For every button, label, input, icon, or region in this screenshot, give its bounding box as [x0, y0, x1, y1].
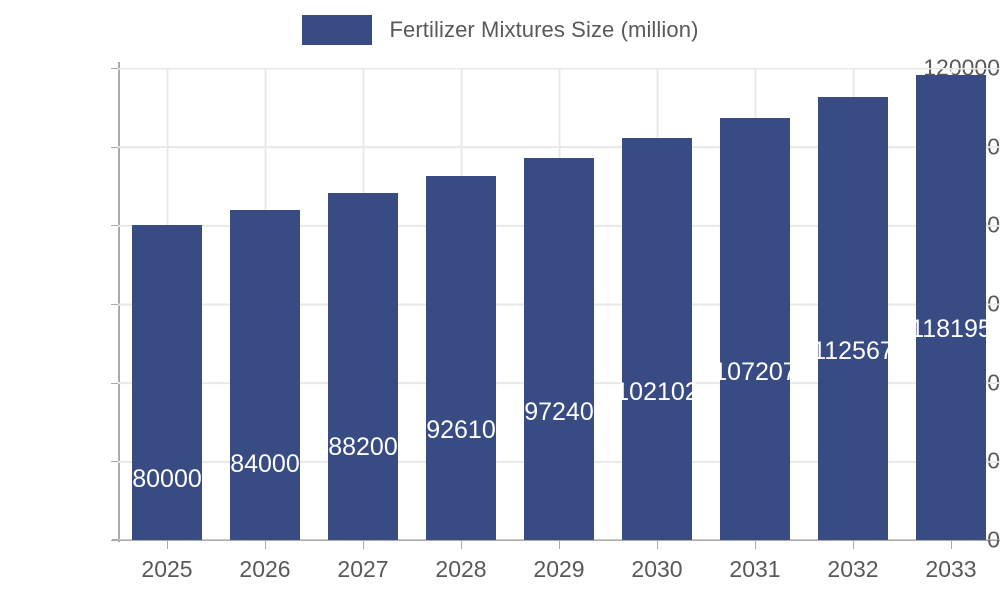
- x-axis-tick-label-2028: 2028: [435, 556, 487, 582]
- bar-value-label-2025: 80000: [132, 465, 202, 494]
- x-tick-mark: [853, 541, 854, 549]
- x-tick-mark: [657, 541, 658, 549]
- bar-value-label-2026: 84000: [230, 449, 300, 478]
- bar-2025[interactable]: [131, 225, 203, 540]
- bar-value-label-2032: 112567: [812, 337, 894, 366]
- x-tick-mark: [265, 541, 266, 549]
- x-axis-tick-label-2033: 2033: [925, 556, 977, 582]
- bar-value-label-2031: 107207: [713, 358, 797, 387]
- bar-value-label-2029: 97240: [524, 397, 594, 426]
- bar-2027[interactable]: [327, 193, 399, 540]
- y-tick-mark: [111, 383, 118, 384]
- y-tick-mark: [111, 147, 118, 148]
- bars-layer: 80000 84000 88200 92610 97240 102102 107207 112…: [118, 68, 1000, 540]
- chart-legend: Fertilizer Mixtures Size (million): [0, 0, 1000, 60]
- bar-2031[interactable]: [719, 118, 791, 540]
- y-tick-mark: [111, 68, 118, 69]
- bar-value-label-2028: 92610: [426, 415, 496, 444]
- x-axis-tick-label-2026: 2026: [239, 556, 291, 582]
- y-tick-mark: [111, 225, 118, 226]
- x-axis-tick-label-2031: 2031: [729, 556, 781, 582]
- x-axis-tick-label-2030: 2030: [631, 556, 683, 582]
- legend-color-swatch: [301, 15, 372, 45]
- y-tick-mark: [111, 461, 118, 462]
- plot-area: 80000 84000 88200 92610 97240 102102 107207 112…: [118, 68, 1000, 540]
- bar-2026[interactable]: [229, 209, 301, 540]
- bar-value-label-2033: 118195: [910, 315, 992, 344]
- bar-2033[interactable]: [915, 75, 987, 540]
- bar-2030[interactable]: [621, 138, 693, 540]
- bar-2029[interactable]: [523, 157, 595, 540]
- x-axis-spine: [112, 539, 1000, 541]
- y-tick-mark: [111, 540, 118, 541]
- x-tick-mark: [951, 541, 952, 549]
- x-axis-tick-label-2027: 2027: [337, 556, 389, 582]
- y-axis-spine: [118, 62, 120, 542]
- bar-value-label-2030: 102102: [615, 378, 699, 407]
- x-tick-mark: [167, 541, 168, 549]
- bar-2032[interactable]: [817, 97, 889, 540]
- x-tick-mark: [755, 541, 756, 549]
- x-axis-tick-label-2029: 2029: [533, 556, 585, 582]
- y-tick-mark: [111, 304, 118, 305]
- x-tick-mark: [363, 541, 364, 549]
- x-axis-tick-label-2032: 2032: [827, 556, 879, 582]
- legend-label: Fertilizer Mixtures Size (million): [389, 17, 699, 42]
- x-tick-mark: [559, 541, 560, 549]
- bar-2028[interactable]: [425, 175, 497, 540]
- x-tick-mark: [461, 541, 462, 549]
- x-axis-tick-label-2025: 2025: [141, 556, 193, 582]
- bar-value-label-2027: 88200: [328, 433, 398, 462]
